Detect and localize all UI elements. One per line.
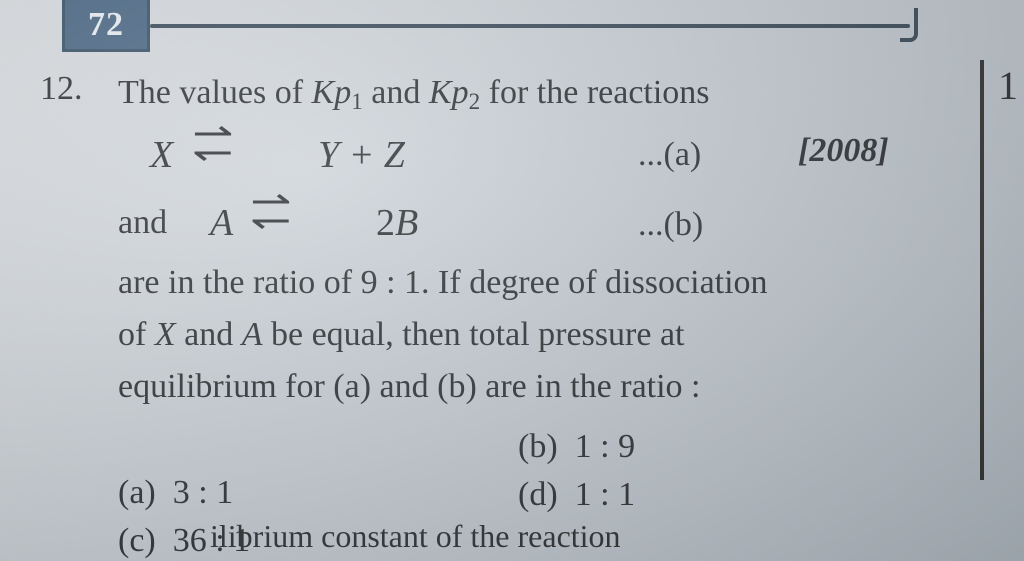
option-b-label: (b) <box>518 428 558 465</box>
stem-line-5: equilibrium for (a) and (b) are in the r… <box>118 364 954 410</box>
eq-b-label: ...(b) <box>638 202 703 248</box>
equilibrium-arrows-a: ⇀ ↽ <box>196 124 222 166</box>
arrow-left-icon: ↽ <box>192 143 226 164</box>
sym-X: X <box>155 316 176 353</box>
stem4-prefix: of <box>118 316 155 353</box>
header-rule <box>150 24 910 28</box>
stem4-suffix: be equal, then total pressure at <box>262 316 684 353</box>
stem-line-3: are in the ratio of 9 : 1. If degree of … <box>118 260 954 306</box>
option-d-label: (d) <box>518 476 558 513</box>
year-tag: [2008] <box>798 128 889 174</box>
eq-b-coef: 2 <box>376 202 395 244</box>
eq-a-label: ...(a) <box>638 132 701 178</box>
kp1-subscript: 1 <box>351 89 363 115</box>
eq-a-rhs: Y + Z <box>318 130 405 181</box>
option-d-text: 1 : 1 <box>575 476 635 513</box>
sym-A: A <box>242 316 263 353</box>
stem-and: and <box>363 74 429 111</box>
eq-b-rhs: 2B <box>376 198 418 249</box>
option-b-text: 1 : 9 <box>575 428 635 465</box>
stem-prefix: The values of <box>118 74 312 111</box>
page-number-text: 72 <box>88 6 124 44</box>
equilibrium-arrows-b: ⇀ ↽ <box>254 192 280 234</box>
stem4-mid: and <box>176 316 242 353</box>
stem-line-1: The values of Kp1 and Kp2 for the reacti… <box>118 70 954 118</box>
option-c-label: (c) <box>118 522 156 559</box>
header-rule-end <box>900 8 918 42</box>
equation-a: X ⇀ ↽ Y + Z ...(a) [2008] <box>118 124 954 182</box>
question-block: 12. The values of Kp1 and Kp2 for the re… <box>40 70 954 561</box>
question-body: The values of Kp1 and Kp2 for the reacti… <box>118 70 954 561</box>
cropped-next-line: ilibrium constant of the reaction <box>210 518 621 555</box>
page-number-badge: 72 <box>62 0 150 52</box>
option-d: (d) 1 : 1 <box>518 472 635 518</box>
eq-a-lhs: X <box>150 130 173 181</box>
column-divider <box>980 60 984 480</box>
kp1-symbol: Kp <box>312 74 352 111</box>
stem-suffix: for the reactions <box>480 74 709 111</box>
stem-line-4: of X and A be equal, then total pressure… <box>118 312 954 358</box>
equation-b: and A ⇀ ↽ 2B ...(b) <box>118 192 954 250</box>
next-question-partial: 1 <box>998 62 1018 109</box>
question-number: 12. <box>40 70 83 108</box>
arrow-left-icon: ↽ <box>250 211 284 232</box>
eq-b-species: B <box>395 202 418 244</box>
eq-b-lhs: A <box>210 198 233 249</box>
kp2-subscript: 2 <box>469 89 481 115</box>
option-a: (a) 3 : 1 <box>118 470 233 516</box>
eq-b-prefix: and <box>118 200 167 246</box>
option-b: (b) 1 : 9 <box>518 424 635 470</box>
option-a-text: 3 : 1 <box>173 474 233 511</box>
kp2-symbol: Kp <box>429 74 469 111</box>
option-a-label: (a) <box>118 474 156 511</box>
